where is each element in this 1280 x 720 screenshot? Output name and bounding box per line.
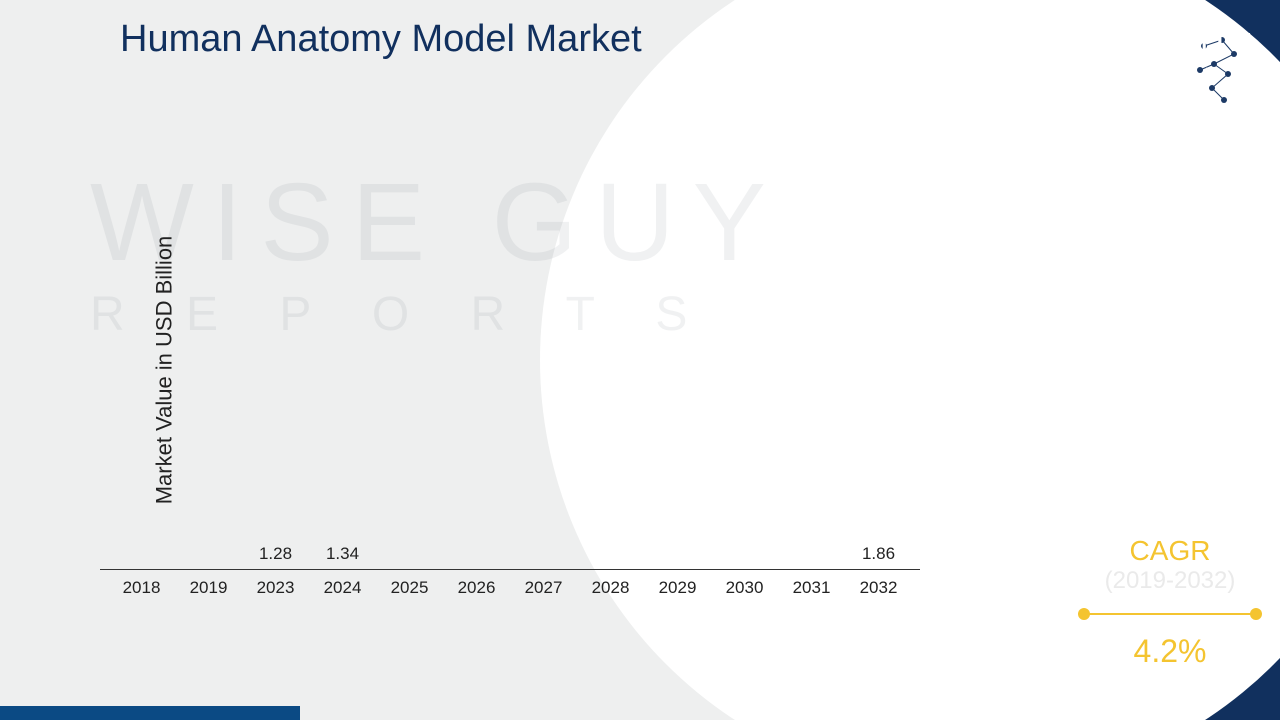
x-tick-label: 2025 <box>376 570 443 610</box>
x-axis: 2018201920232024202520262027202820292030… <box>100 570 920 610</box>
chart-title: Human Anatomy Model Market <box>120 18 642 61</box>
bar-value-label: 1.34 <box>326 544 359 564</box>
bar-value-label: 1.86 <box>862 544 895 564</box>
x-tick-label: 2030 <box>711 570 778 610</box>
x-tick-label: 2023 <box>242 570 309 610</box>
x-tick-label: 2019 <box>175 570 242 610</box>
cagr-block: CAGR (2019-2032) 4.2% <box>1060 535 1280 670</box>
brand-logo: WISE GUY R E P O R T S <box>1042 26 1256 84</box>
infographic-page: WISE GUY R E P O R T S WISE GUY R E P O … <box>0 0 1280 720</box>
x-tick-label: 2026 <box>443 570 510 610</box>
footer-accent-bar <box>0 706 300 720</box>
x-tick-label: 2032 <box>845 570 912 610</box>
cagr-label: CAGR <box>1060 535 1280 567</box>
plot-area: 1.28 1.34 1.86 <box>100 130 920 570</box>
bar-value-label: 1.28 <box>259 544 292 564</box>
cagr-value: 4.2% <box>1060 633 1280 670</box>
x-tick-label: 2018 <box>108 570 175 610</box>
x-tick-label: 2031 <box>778 570 845 610</box>
x-tick-label: 2029 <box>644 570 711 610</box>
bars-container: 1.28 1.34 1.86 <box>100 130 920 570</box>
x-tick-label: 2024 <box>309 570 376 610</box>
x-tick-label: 2028 <box>577 570 644 610</box>
brand-line2: R E P O R T S <box>1042 64 1256 84</box>
cagr-period: (2019-2032) <box>1060 567 1280 595</box>
cagr-divider <box>1084 613 1256 615</box>
bar-chart: Market Value in USD Billion 1.281.341.86… <box>40 130 920 610</box>
brand-line1: WISE GUY <box>1042 26 1256 64</box>
x-tick-label: 2027 <box>510 570 577 610</box>
